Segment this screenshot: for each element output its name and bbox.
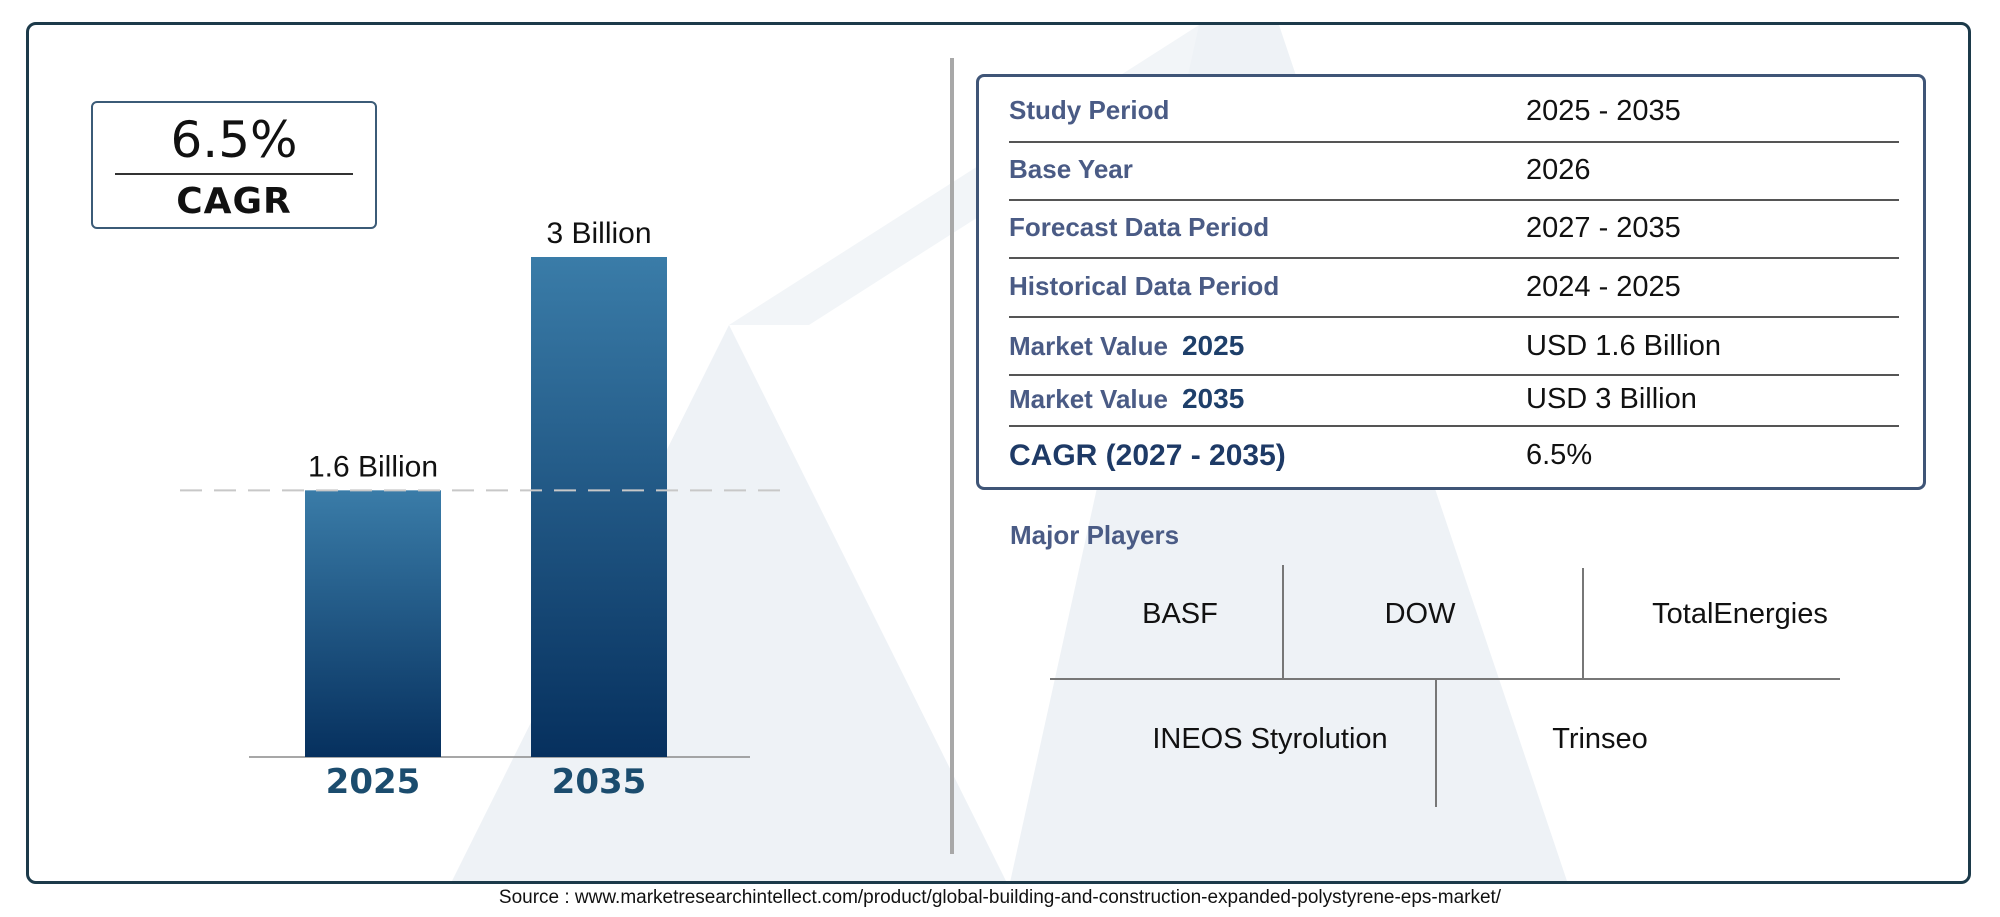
players-divider-1 (1282, 565, 1284, 678)
cagr-summary-box: 6.5% CAGR (91, 101, 377, 229)
bar-data-label: 1.6 Billion (308, 450, 438, 483)
cagr-label: CAGR (176, 181, 292, 222)
info-row-label: Market Value 2035 (1009, 383, 1244, 415)
x-tick-label: 2025 (326, 762, 421, 802)
player-totalenergies: TotalEnergies (1652, 598, 1828, 630)
market-value-bar-chart: 1.6 Billion 2025 3 Billion 2035 (180, 217, 790, 802)
market-info-table: Study Period 2025 - 2035 Base Year 2026 Fore… (976, 74, 1926, 490)
player-dow: DOW (1384, 598, 1456, 630)
info-row-divider (1009, 425, 1899, 427)
player-trinseo: Trinseo (1552, 723, 1648, 755)
info-row-label: CAGR (2027 - 2035) (1009, 439, 1286, 473)
info-row-year: 2035 (1181, 383, 1245, 414)
bar-data-label: 3 Billion (546, 217, 651, 250)
info-row-year: 2025 (1181, 330, 1245, 361)
cagr-divider (115, 173, 353, 175)
info-row-label-text: Base Year (1009, 154, 1133, 184)
players-divider-3 (1435, 680, 1437, 807)
info-row-label-text: Market Value (1009, 384, 1168, 414)
vertical-divider (950, 58, 954, 854)
info-row-divider (1009, 374, 1899, 376)
player-basf: BASF (1142, 598, 1218, 630)
info-row-label-text: Historical Data Period (1009, 271, 1280, 301)
info-row-value: USD 3 Billion (1526, 383, 1697, 415)
info-row-value: 2026 (1526, 154, 1591, 186)
info-row-label: Study Period (1009, 95, 1169, 126)
info-row-divider (1009, 141, 1899, 143)
cagr-value: 6.5% (170, 111, 298, 169)
player-ineos-styrolution: INEOS Styrolution (1152, 723, 1388, 755)
players-divider-2 (1582, 568, 1584, 678)
info-row-value: 2025 - 2035 (1526, 95, 1681, 127)
info-row-label: Base Year (1009, 154, 1133, 185)
bar-2025 (305, 490, 441, 757)
info-row-label: Forecast Data Period (1009, 212, 1269, 243)
x-tick-label: 2035 (552, 762, 647, 802)
players-row-divider (1050, 678, 1840, 680)
info-row-label-text: CAGR (2027 - 2035) (1009, 439, 1286, 472)
info-row-divider (1009, 316, 1899, 318)
info-row-divider (1009, 199, 1899, 201)
bar-2035 (531, 257, 667, 757)
major-players-title: Major Players (1010, 520, 1180, 550)
info-row-value: 2024 - 2025 (1526, 271, 1681, 303)
info-row-value: 6.5% (1526, 439, 1593, 471)
info-row-label-text: Study Period (1009, 95, 1170, 125)
info-row-label: Market Value 2025 (1009, 330, 1244, 362)
source-citation: Source : www.marketresearchintellect.com… (498, 887, 1502, 908)
info-row-value: USD 1.6 Billion (1526, 330, 1722, 362)
info-row-value: 2027 - 2035 (1526, 212, 1681, 244)
info-row-label: Historical Data Period (1009, 271, 1279, 302)
info-row-divider (1009, 257, 1899, 259)
info-row-label-text: Forecast Data Period (1009, 212, 1270, 242)
info-row-label-text: Market Value (1009, 331, 1168, 361)
